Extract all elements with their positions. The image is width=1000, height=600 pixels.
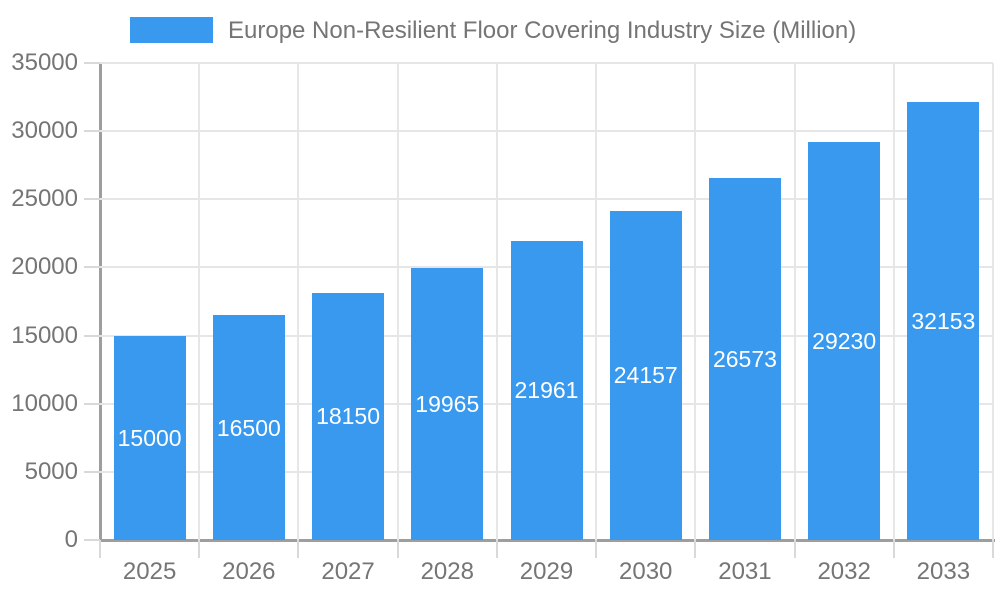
y-axis-label: 0 — [64, 526, 78, 553]
x-axis-tick — [198, 540, 201, 558]
y-axis-label: 35000 — [11, 49, 78, 76]
bar — [411, 267, 484, 540]
y-axis-tick — [84, 539, 100, 541]
y-axis-tick — [84, 402, 100, 405]
y-axis-label: 10000 — [11, 389, 78, 417]
x-axis-label: 2028 — [420, 558, 474, 585]
x-axis-tick — [992, 540, 994, 558]
bar-value-label: 16500 — [216, 414, 281, 441]
x-axis-tick — [495, 540, 498, 558]
y-axis-label: 25000 — [11, 185, 78, 213]
y-axis-label: 15000 — [11, 321, 78, 349]
y-axis-label: 30000 — [11, 117, 78, 145]
x-axis-tick — [793, 540, 796, 558]
x-axis-tick — [595, 540, 598, 558]
bar-value-label: 19965 — [415, 390, 480, 417]
bar — [212, 315, 285, 540]
y-axis-label: 5000 — [24, 457, 78, 485]
bar — [113, 335, 186, 540]
h-gridline — [100, 62, 993, 64]
v-gridline — [595, 63, 598, 540]
x-axis-tick — [892, 540, 895, 558]
x-axis-line — [99, 539, 995, 542]
y-axis-tick — [84, 266, 100, 269]
x-axis-label: 2026 — [222, 558, 276, 585]
bar — [510, 240, 583, 540]
y-axis-tick — [84, 470, 100, 473]
y-axis-tick — [84, 62, 100, 64]
v-gridline — [297, 63, 300, 540]
bar-value-label: 24157 — [613, 362, 678, 389]
bar — [609, 210, 682, 540]
x-axis-label: 2029 — [519, 558, 574, 585]
x-axis-tick — [297, 540, 300, 558]
x-axis-label: 2030 — [619, 558, 673, 585]
x-axis-label: 2025 — [122, 558, 177, 585]
legend-label: Europe Non-Resilient Floor Covering Indu… — [228, 17, 857, 44]
x-axis-label: 2032 — [817, 558, 871, 585]
v-gridline — [892, 63, 895, 540]
v-gridline — [992, 63, 994, 540]
y-axis-line — [99, 63, 102, 541]
v-gridline — [694, 63, 697, 540]
h-gridline — [100, 130, 993, 133]
bar — [808, 141, 881, 540]
y-axis-tick — [84, 334, 100, 337]
x-axis-label: 2033 — [916, 558, 971, 585]
x-axis-label: 2031 — [718, 558, 772, 585]
v-gridline — [198, 63, 201, 540]
bar-value-label: 18150 — [316, 403, 381, 430]
x-axis-tick — [99, 540, 101, 558]
bar — [312, 292, 385, 540]
v-gridline — [396, 63, 399, 540]
x-axis-tick — [694, 540, 697, 558]
bar-value-label: 21961 — [514, 377, 579, 404]
bar — [907, 101, 980, 540]
bar-value-label: 32153 — [911, 307, 976, 334]
y-axis-label: 20000 — [11, 253, 78, 281]
bar-value-label: 15000 — [117, 424, 182, 451]
h-gridline — [100, 198, 993, 201]
y-axis-tick — [84, 130, 100, 133]
legend-swatch — [130, 17, 213, 43]
v-gridline — [793, 63, 796, 540]
bar-value-label: 29230 — [812, 327, 877, 354]
x-axis-label: 2027 — [321, 558, 375, 585]
bar — [708, 177, 781, 540]
v-gridline — [495, 63, 498, 540]
x-axis-tick — [396, 540, 399, 558]
y-axis-tick — [84, 198, 100, 201]
bar-value-label: 26573 — [712, 345, 777, 372]
